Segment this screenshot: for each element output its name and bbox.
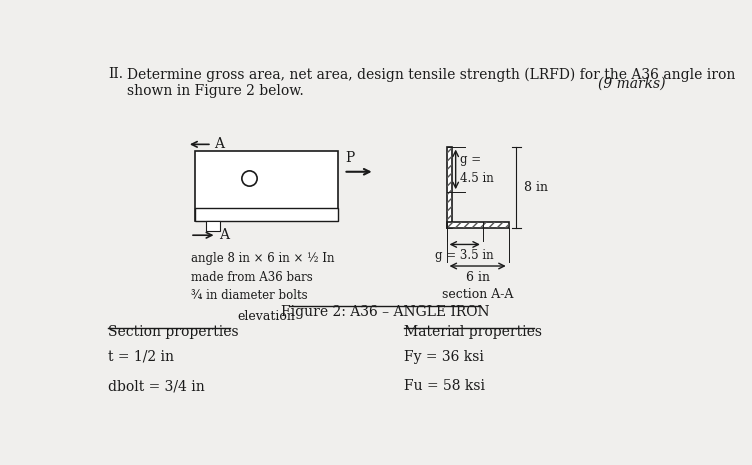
Text: dbolt = 3/4 in: dbolt = 3/4 in bbox=[108, 379, 205, 393]
Text: A: A bbox=[219, 228, 229, 242]
Text: P: P bbox=[345, 151, 354, 165]
Text: Determine gross area, net area, design tensile strength (LRFD) for the A36 angle: Determine gross area, net area, design t… bbox=[126, 67, 735, 98]
Text: A: A bbox=[214, 137, 224, 151]
Text: II.: II. bbox=[108, 67, 123, 81]
Bar bbox=[447, 146, 452, 227]
Bar bbox=[447, 222, 508, 227]
Text: g =: g = bbox=[460, 153, 481, 166]
Text: Material properties: Material properties bbox=[404, 326, 542, 339]
Bar bbox=[447, 222, 508, 227]
Bar bbox=[195, 208, 338, 221]
Text: g = 3.5 in: g = 3.5 in bbox=[435, 249, 494, 262]
Bar bbox=[195, 151, 338, 221]
Text: section A-A: section A-A bbox=[442, 287, 514, 300]
Bar bbox=[447, 146, 452, 227]
Text: ¾ in diameter bolts: ¾ in diameter bolts bbox=[191, 289, 308, 302]
Text: 6 in: 6 in bbox=[465, 271, 490, 284]
Text: Figure 2: A36 – ANGLE IRON: Figure 2: A36 – ANGLE IRON bbox=[281, 305, 490, 319]
Text: angle 8 in × 6 in × ½ In: angle 8 in × 6 in × ½ In bbox=[191, 252, 335, 265]
Text: elevation: elevation bbox=[238, 310, 296, 323]
Text: 8 in: 8 in bbox=[524, 180, 548, 193]
Text: t = 1/2 in: t = 1/2 in bbox=[108, 350, 174, 364]
Text: Section properties: Section properties bbox=[108, 326, 238, 339]
Text: Fu = 58 ksi: Fu = 58 ksi bbox=[404, 379, 485, 393]
Text: made from A36 bars: made from A36 bars bbox=[191, 271, 313, 284]
Text: (9 marks): (9 marks) bbox=[599, 77, 666, 91]
Text: 4.5 in: 4.5 in bbox=[460, 173, 494, 186]
Text: Fy = 36 ksi: Fy = 36 ksi bbox=[404, 350, 484, 364]
Bar bbox=[206, 221, 220, 231]
